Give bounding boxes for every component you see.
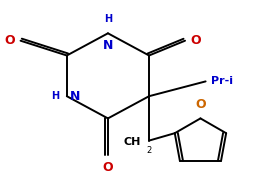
Text: N: N — [103, 39, 113, 52]
Text: H: H — [51, 91, 59, 101]
Text: Pr-i: Pr-i — [211, 76, 233, 86]
Text: O: O — [190, 34, 201, 47]
Text: H: H — [104, 14, 112, 24]
Text: 2: 2 — [146, 146, 152, 155]
Text: CH: CH — [124, 137, 141, 147]
Text: O: O — [103, 161, 113, 174]
Text: N: N — [69, 90, 80, 103]
Text: O: O — [195, 98, 206, 111]
Text: O: O — [5, 34, 15, 47]
